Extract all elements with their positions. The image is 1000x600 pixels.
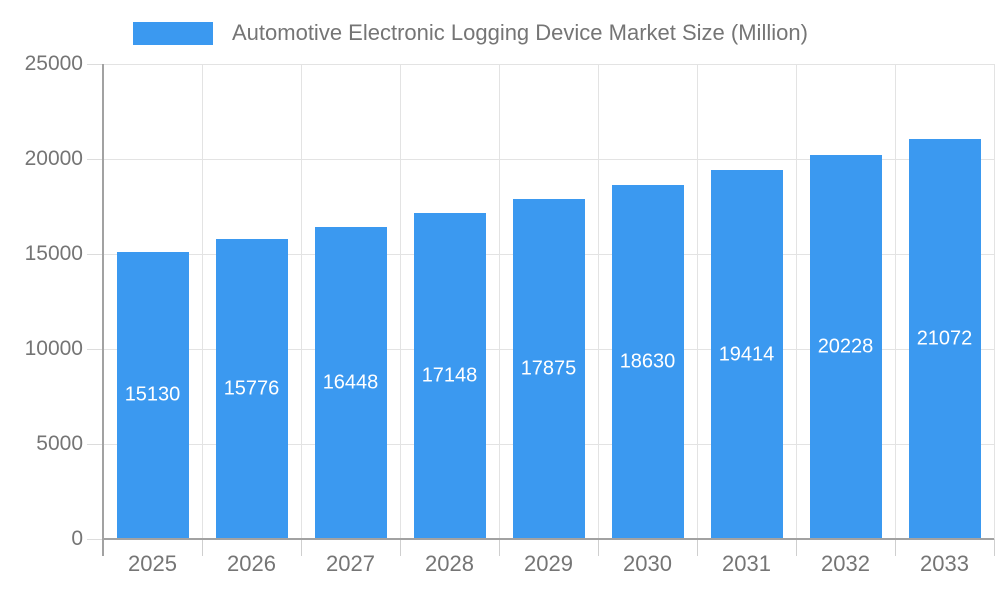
y-tick-label: 20000 [24,147,83,170]
x-axis-tick [696,539,698,556]
x-axis-tick [399,539,401,556]
gridline-vertical [300,64,302,539]
bar-value-label: 16448 [322,371,379,394]
x-tick-label: 2025 [128,551,177,576]
plot-area: 0 5000 10000 15000 20000 25000 15130 2025 15776 2… [25,53,995,576]
y-axis-tick [87,158,103,160]
x-axis-tick [597,539,599,556]
y-tick-label: 10000 [24,337,83,360]
bar: 16448 [314,226,387,539]
y-tick-label: 0 [71,527,83,550]
x-axis-tick [894,539,896,556]
gridline-horizontal [103,63,994,65]
x-tick-label: 2031 [722,551,771,576]
x-axis-tick [201,539,203,556]
gridline-vertical [696,64,698,539]
y-axis-line [102,64,104,556]
y-tick-label: 25000 [24,52,83,75]
legend-swatch [133,21,213,45]
gridline-horizontal [103,158,994,160]
bar-value-label: 18630 [619,350,676,373]
x-axis-tick [498,539,500,556]
x-tick-label: 2027 [326,551,375,576]
gridline-vertical [399,64,401,539]
gridline-vertical [498,64,500,539]
bar-value-label: 20228 [817,335,874,358]
bar-value-label: 17875 [520,357,577,380]
gridline-vertical [597,64,599,539]
bar-value-label: 21072 [916,327,973,350]
chart-title: Automotive Electronic Logging Device Mar… [232,20,808,45]
bar-value-label: 15130 [124,383,181,406]
bar: 19414 [710,170,783,539]
bar: 15130 [116,251,189,539]
bar: 15776 [215,239,288,539]
x-axis-tick [300,539,302,556]
x-axis-line [103,538,994,540]
x-tick-label: 2028 [425,551,474,576]
gridline-vertical [894,64,896,539]
gridline-vertical [795,64,797,539]
bar-value-label: 19414 [718,343,775,366]
y-tick-label: 15000 [24,242,83,265]
x-tick-label: 2033 [920,551,969,576]
gridline-vertical [201,64,203,539]
y-axis-tick [87,253,103,255]
y-axis-tick [87,63,103,65]
chart-legend[interactable]: Automotive Electronic Logging Device Mar… [133,20,808,46]
x-axis-tick [993,539,995,556]
x-axis-tick [795,539,797,556]
y-axis-tick [87,443,103,445]
y-axis-tick [87,538,103,540]
bar: 18630 [611,185,684,539]
x-tick-label: 2029 [524,551,573,576]
x-tick-label: 2032 [821,551,870,576]
bar: 21072 [908,138,981,539]
bar-value-label: 17148 [421,364,478,387]
bar: 17148 [413,213,486,539]
gridline-vertical [993,64,995,539]
y-axis-tick [87,348,103,350]
bar: 20228 [809,154,882,539]
bar-value-label: 15776 [223,377,280,400]
bar: 17875 [512,199,585,539]
x-tick-label: 2026 [227,551,276,576]
x-tick-label: 2030 [623,551,672,576]
y-tick-label: 5000 [36,432,83,455]
